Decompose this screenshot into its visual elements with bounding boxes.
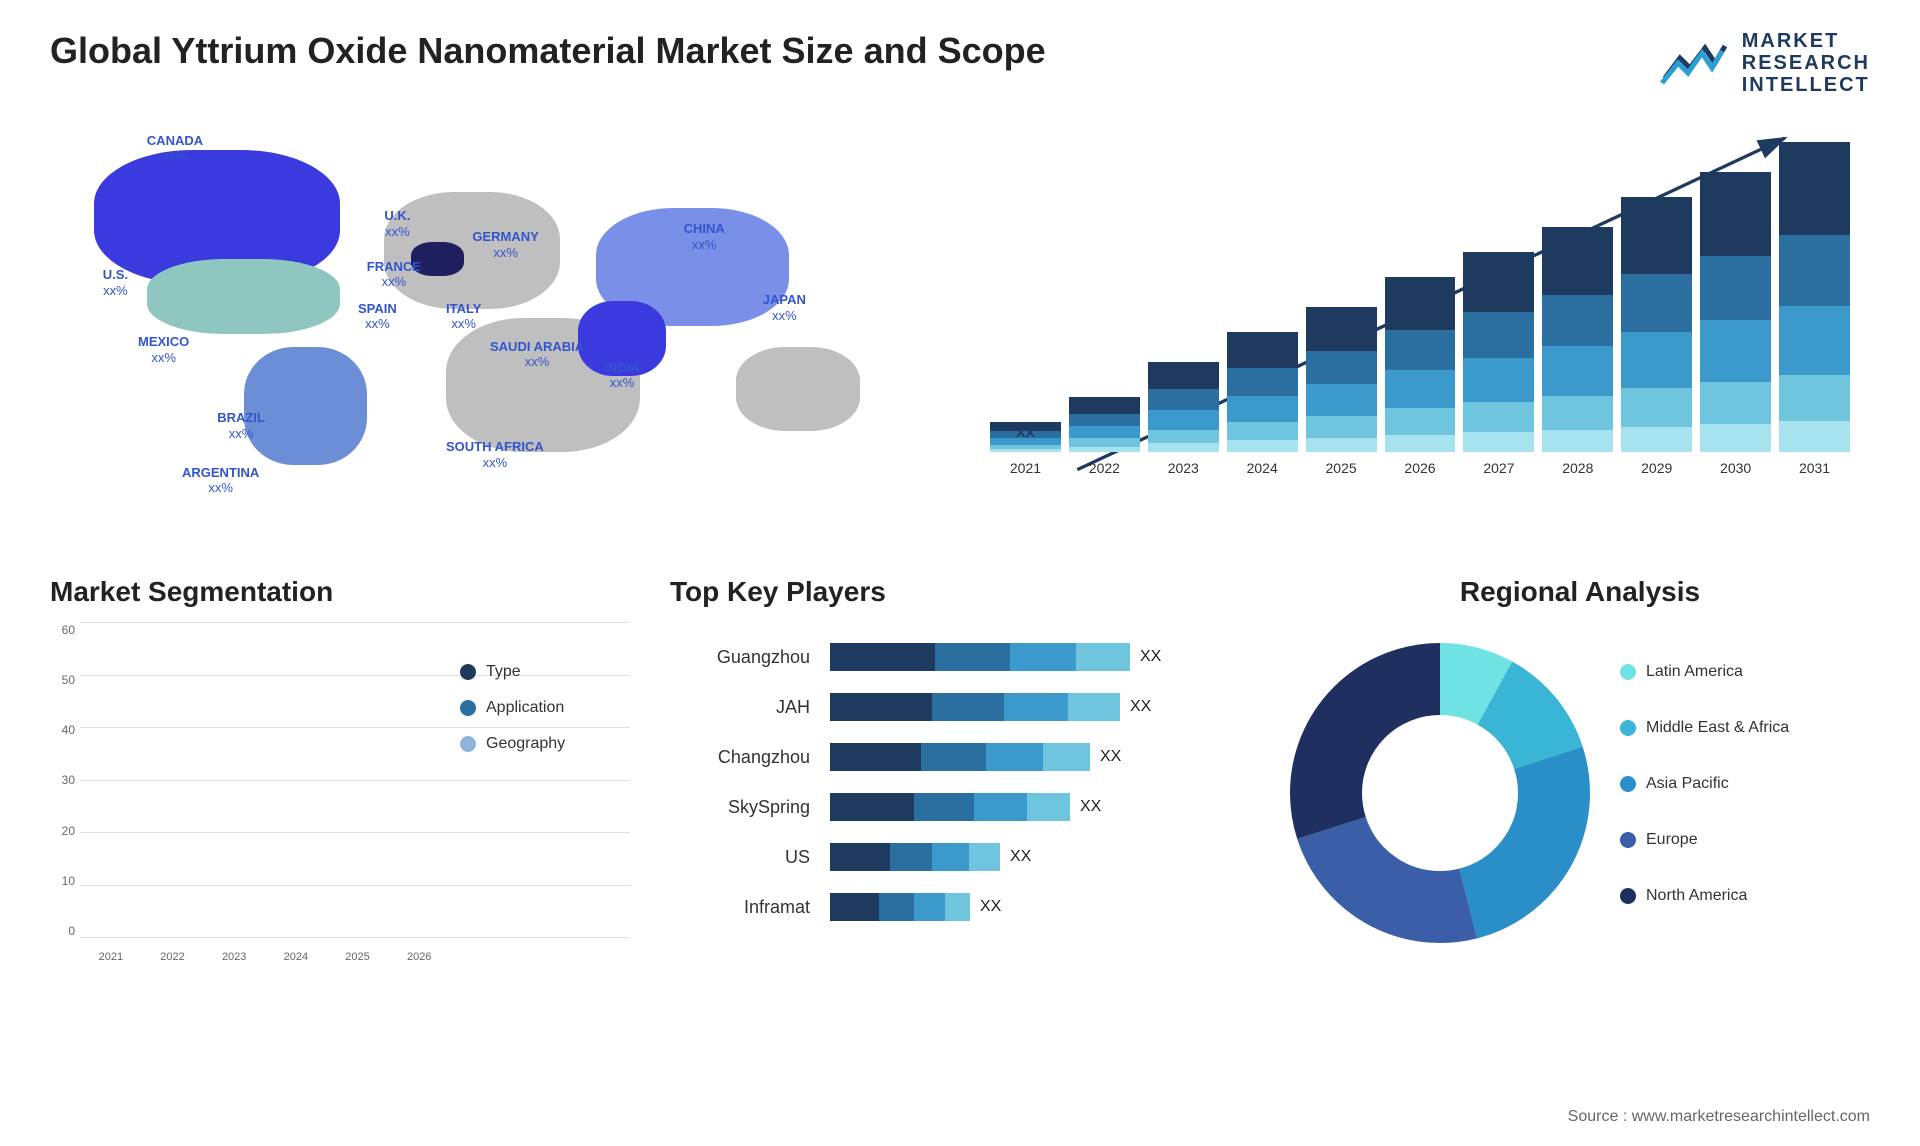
player-name: Inframat <box>670 893 810 921</box>
market-bar: XX 2025 <box>1306 307 1377 476</box>
bar-value-label: XX <box>1174 364 1193 380</box>
logo-line-3: INTELLECT <box>1742 74 1870 96</box>
player-value: XX <box>1130 698 1151 716</box>
map-label: U.K.xx% <box>384 208 410 239</box>
segmentation-title: Market Segmentation <box>50 576 630 608</box>
regional-title: Regional Analysis <box>1290 576 1870 608</box>
map-label: BRAZILxx% <box>217 410 265 441</box>
market-bar: XX 2021 <box>990 422 1061 476</box>
player-bar: XX <box>830 893 1250 921</box>
map-label: ARGENTINAxx% <box>182 465 259 496</box>
market-bar: XX 2030 <box>1700 172 1771 476</box>
bar-value-label: XX <box>1805 144 1824 160</box>
market-bar: XX 2026 <box>1385 277 1456 476</box>
legend-item: Europe <box>1620 831 1789 849</box>
player-name: Guangzhou <box>670 643 810 671</box>
market-bar: XX 2022 <box>1069 397 1140 476</box>
bar-value-label: XX <box>1016 424 1035 440</box>
map-label: CANADAxx% <box>147 133 203 164</box>
map-label: ITALYxx% <box>446 301 481 332</box>
map-label: CHINAxx% <box>684 221 725 252</box>
players-panel: Top Key Players Guangzhou JAH Changzhou Sky… <box>670 576 1250 1026</box>
bar-value-label: XX <box>1647 199 1666 215</box>
brand-logo: MARKET RESEARCH INTELLECT <box>1660 30 1870 96</box>
player-bar: XX <box>830 643 1250 671</box>
map-region <box>736 347 859 431</box>
logo-line-2: RESEARCH <box>1742 52 1870 74</box>
player-name: JAH <box>670 693 810 721</box>
bar-value-label: XX <box>1332 309 1351 325</box>
market-bar: XX 2027 <box>1463 252 1534 476</box>
legend-item: Asia Pacific <box>1620 775 1789 793</box>
bar-year-label: 2024 <box>1247 460 1278 476</box>
bar-year-label: 2027 <box>1483 460 1514 476</box>
market-bar: XX 2024 <box>1227 332 1298 476</box>
world-map: CANADAxx% U.S.xx% MEXICOxx% BRAZILxx% ARGENT… <box>50 116 930 536</box>
bar-value-label: XX <box>1253 334 1272 350</box>
segmentation-panel: Market Segmentation 0102030405060 202120… <box>50 576 630 1026</box>
legend-item: Application <box>460 699 630 717</box>
player-value: XX <box>1010 848 1031 866</box>
bar-year-label: 2028 <box>1562 460 1593 476</box>
logo-line-1: MARKET <box>1742 30 1870 52</box>
map-label: INDIAxx% <box>604 360 639 391</box>
player-name: US <box>670 843 810 871</box>
market-size-chart: XX 2021 XX 2022 XX 2023 XX 2024 XX 2025 XX 2026 XX 20… <box>970 116 1870 536</box>
map-label: U.S.xx% <box>103 267 128 298</box>
map-label: FRANCExx% <box>367 259 421 290</box>
regional-panel: Regional Analysis Latin America Middle Ea… <box>1290 576 1870 1026</box>
player-bar: XX <box>830 793 1250 821</box>
legend-item: Type <box>460 663 630 681</box>
player-value: XX <box>1080 798 1101 816</box>
market-bar: XX 2029 <box>1621 197 1692 476</box>
regional-donut <box>1290 643 1590 943</box>
bar-year-label: 2029 <box>1641 460 1672 476</box>
legend-item: Middle East & Africa <box>1620 719 1789 737</box>
page-title: Global Yttrium Oxide Nanomaterial Market… <box>50 30 1046 72</box>
player-value: XX <box>1140 648 1161 666</box>
bar-year-label: 2025 <box>1326 460 1357 476</box>
market-bar: XX 2023 <box>1148 362 1219 476</box>
bar-year-label: 2031 <box>1799 460 1830 476</box>
bar-year-label: 2022 <box>1089 460 1120 476</box>
market-bar: XX 2031 <box>1779 142 1850 476</box>
player-name: SkySpring <box>670 793 810 821</box>
bar-value-label: XX <box>1095 399 1114 415</box>
source-attribution: Source : www.marketresearchintellect.com <box>1568 1108 1870 1126</box>
players-title: Top Key Players <box>670 576 1250 608</box>
map-region <box>244 347 367 465</box>
map-label: SAUDI ARABIAxx% <box>490 339 584 370</box>
map-label: MEXICOxx% <box>138 334 189 365</box>
bar-year-label: 2026 <box>1404 460 1435 476</box>
market-bar: XX 2028 <box>1542 227 1613 476</box>
bar-value-label: XX <box>1568 229 1587 245</box>
legend-item: Latin America <box>1620 663 1789 681</box>
bar-year-label: 2021 <box>1010 460 1041 476</box>
player-name: Changzhou <box>670 743 810 771</box>
player-value: XX <box>980 898 1001 916</box>
map-label: SOUTH AFRICAxx% <box>446 439 544 470</box>
map-region <box>147 259 341 335</box>
player-bar: XX <box>830 693 1250 721</box>
player-bar: XX <box>830 843 1250 871</box>
legend-item: Geography <box>460 735 630 753</box>
bar-year-label: 2030 <box>1720 460 1751 476</box>
map-label: JAPANxx% <box>763 292 806 323</box>
map-label: GERMANYxx% <box>472 229 538 260</box>
player-value: XX <box>1100 748 1121 766</box>
map-label: SPAINxx% <box>358 301 397 332</box>
bar-value-label: XX <box>1490 254 1509 270</box>
logo-icon <box>1660 38 1730 88</box>
bar-year-label: 2023 <box>1168 460 1199 476</box>
bar-value-label: XX <box>1411 279 1430 295</box>
bar-value-label: XX <box>1726 174 1745 190</box>
legend-item: North America <box>1620 887 1789 905</box>
player-bar: XX <box>830 743 1250 771</box>
